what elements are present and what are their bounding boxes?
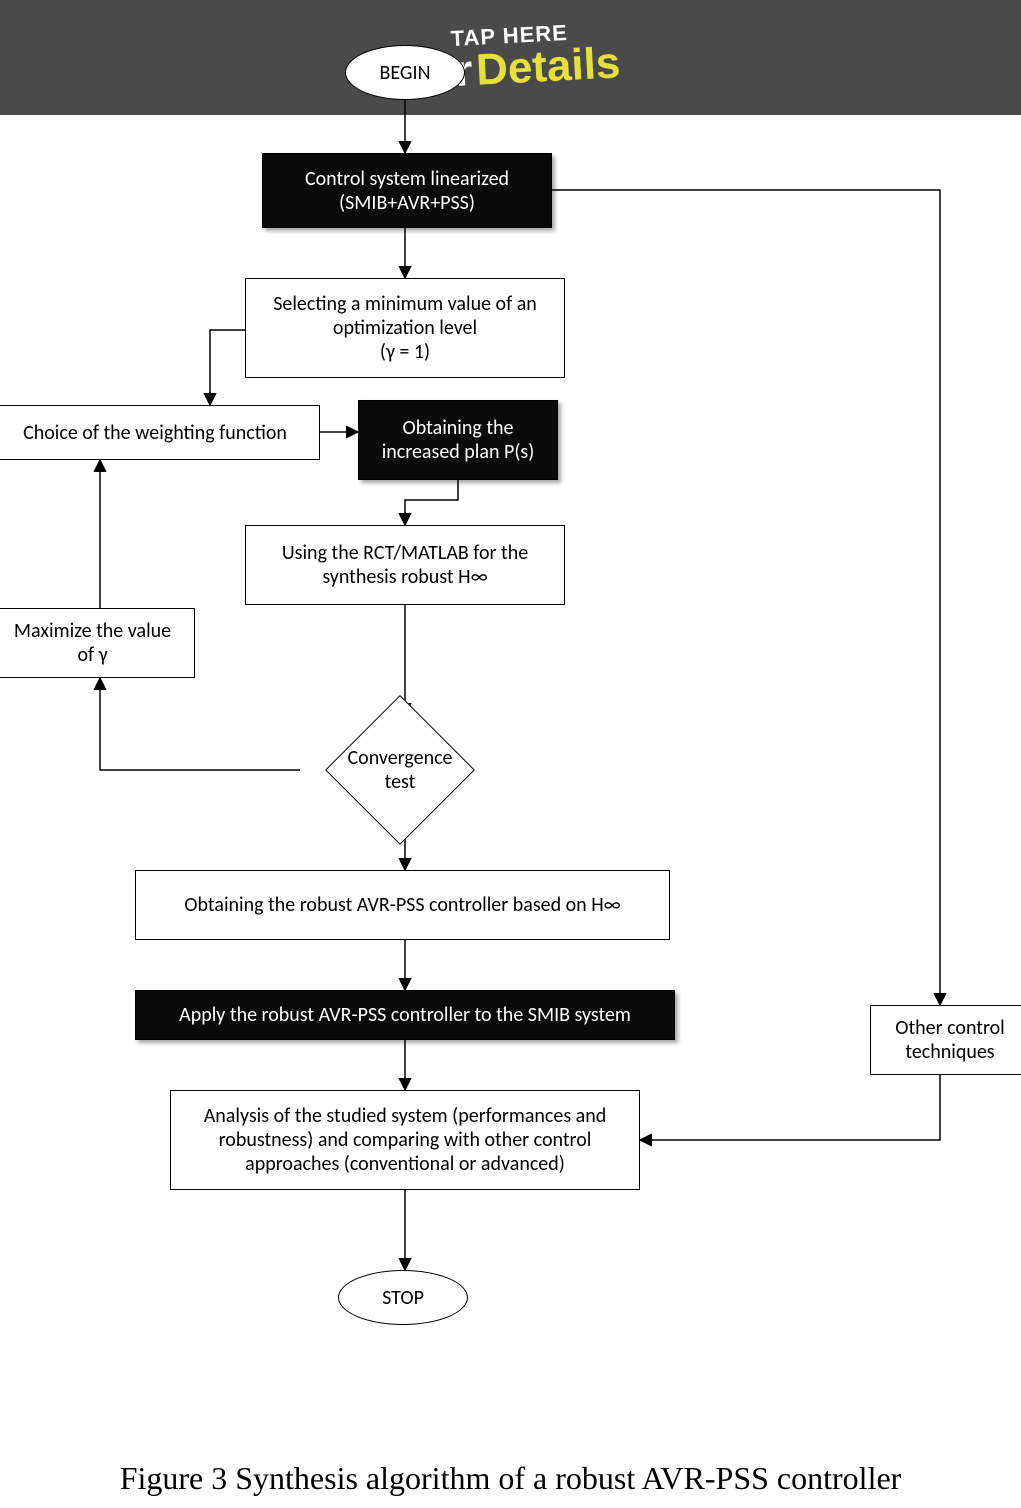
node-choicew: Choice of the weighting function	[0, 405, 320, 460]
node-obtainctrl: Obtaining the robust AVR-PSS controller …	[135, 870, 670, 940]
node-other: Other controltechniques	[870, 1005, 1021, 1075]
banner-details-text: Details	[475, 38, 622, 94]
node-linearized: Control system linearized(SMIB+AVR+PSS)	[262, 153, 552, 228]
node-maxgamma: Maximize the valueof γ	[0, 608, 195, 678]
node-maxgamma-label: Maximize the valueof γ	[14, 619, 171, 667]
edge-convtest-to-maxgamma	[100, 678, 300, 770]
edge-obtainp-to-rct	[405, 480, 458, 525]
figure-caption: Figure 3 Synthesis algorithm of a robust…	[0, 1460, 1021, 1497]
node-obtainp-label: Obtaining theincreased plan P(s)	[382, 416, 535, 464]
edge-other-to-analysis	[640, 1075, 940, 1140]
node-stop: STOP	[338, 1270, 468, 1325]
node-stop-label: STOP	[382, 1286, 424, 1310]
node-selectmin-label: Selecting a minimum value of anoptimizat…	[273, 292, 537, 364]
node-rct-label: Using the RCT/MATLAB for thesynthesis ro…	[282, 541, 528, 589]
node-analysis-label: Analysis of the studied system (performa…	[204, 1104, 607, 1176]
node-begin-label: BEGIN	[380, 61, 431, 85]
node-apply: Apply the robust AVR-PSS controller to t…	[135, 990, 675, 1040]
node-selectmin: Selecting a minimum value of anoptimizat…	[245, 278, 565, 378]
node-convtest: Convergencetest	[300, 710, 500, 830]
node-convtest-label: Convergencetest	[348, 746, 453, 794]
banner[interactable]: TAP HERE For Details	[0, 0, 1021, 115]
node-analysis: Analysis of the studied system (performa…	[170, 1090, 640, 1190]
node-linearized-label: Control system linearized(SMIB+AVR+PSS)	[305, 167, 509, 215]
node-other-label: Other controltechniques	[895, 1016, 1005, 1064]
node-apply-label: Apply the robust AVR-PSS controller to t…	[179, 1003, 631, 1027]
node-choicew-label: Choice of the weighting function	[23, 421, 287, 445]
node-obtainctrl-label: Obtaining the robust AVR-PSS controller …	[184, 893, 620, 917]
canvas: TAP HERE For Details BEGIN Control system…	[0, 0, 1021, 1508]
node-obtainp: Obtaining theincreased plan P(s)	[358, 400, 558, 480]
node-begin: BEGIN	[345, 45, 465, 100]
edge-selectmin-to-choicew	[210, 330, 245, 405]
node-rct: Using the RCT/MATLAB for thesynthesis ro…	[245, 525, 565, 605]
